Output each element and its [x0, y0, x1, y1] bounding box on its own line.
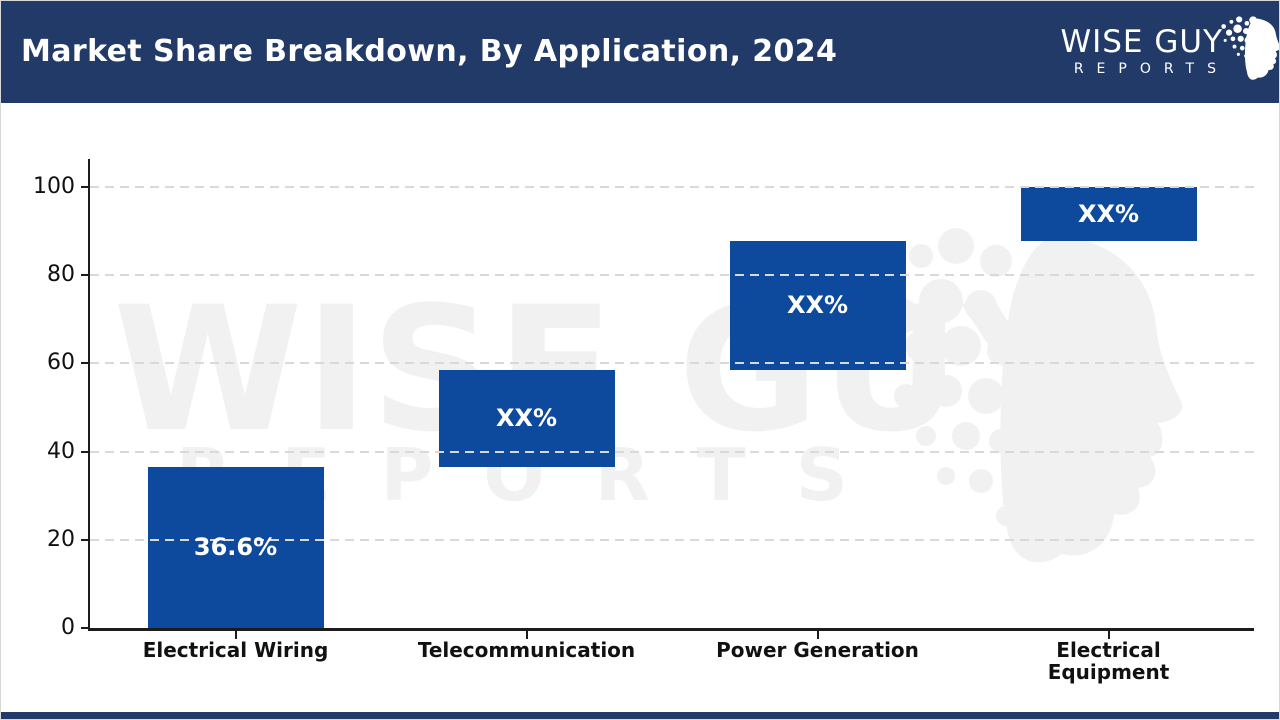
y-tick-60: [81, 362, 89, 365]
x-tick-power-generation: [816, 631, 819, 639]
bar-value-label-electrical-equipment: XX%: [1077, 199, 1140, 228]
x-axis-line: [90, 628, 1254, 631]
bar-power-generation: [729, 240, 906, 370]
x-category-label-power-generation: Power Generation: [716, 638, 919, 662]
footer-bar: [1, 712, 1279, 719]
y-tick-40: [81, 450, 89, 453]
bar-value-label-electrical-wiring: 36.6%: [193, 533, 278, 562]
gridline-100: [90, 186, 1254, 188]
bar-value-label-telecommunication: XX%: [495, 404, 558, 433]
y-tick-label-20: 20: [47, 526, 75, 552]
y-tick-label-60: 60: [47, 350, 75, 376]
logo-subtext: REPORTS: [1073, 61, 1229, 77]
y-tick-100: [81, 186, 89, 188]
bar-electrical-wiring: [147, 466, 324, 628]
logo-wordmark: WISE GUY: [1060, 24, 1223, 60]
x-category-label-telecommunication: Telecommunication: [417, 638, 636, 662]
header-bar: Market Share Breakdown, By Application, …: [1, 1, 1279, 103]
gridline-60: [90, 362, 1254, 365]
y-tick-label-40: 40: [47, 438, 75, 464]
y-tick-label-0: 0: [61, 615, 75, 640]
chart-title: Market Share Breakdown, By Application, …: [21, 34, 838, 69]
bar-value-label-power-generation: XX%: [786, 291, 849, 320]
x-category-label-electrical-equipment: Electrical Equipment: [1047, 638, 1170, 684]
x-tick-electrical-equipment: [1107, 631, 1110, 639]
logo-face-icon: [1221, 16, 1279, 80]
gridline-20: [90, 538, 1254, 541]
x-category-label-electrical-wiring: Electrical Wiring: [142, 638, 329, 662]
y-tick-80: [81, 274, 89, 277]
y-tick-20: [81, 538, 89, 541]
gridline-40: [90, 450, 1254, 453]
gridline-80: [90, 274, 1254, 277]
bar-telecommunication: [438, 370, 615, 467]
y-tick-0: [81, 627, 89, 629]
x-tick-electrical-wiring: [234, 631, 237, 639]
y-tick-label-100: 100: [33, 174, 75, 199]
bar-electrical-equipment: [1020, 187, 1197, 241]
y-tick-label-80: 80: [47, 262, 75, 288]
x-tick-telecommunication: [525, 631, 528, 639]
y-axis-line: [88, 159, 90, 631]
